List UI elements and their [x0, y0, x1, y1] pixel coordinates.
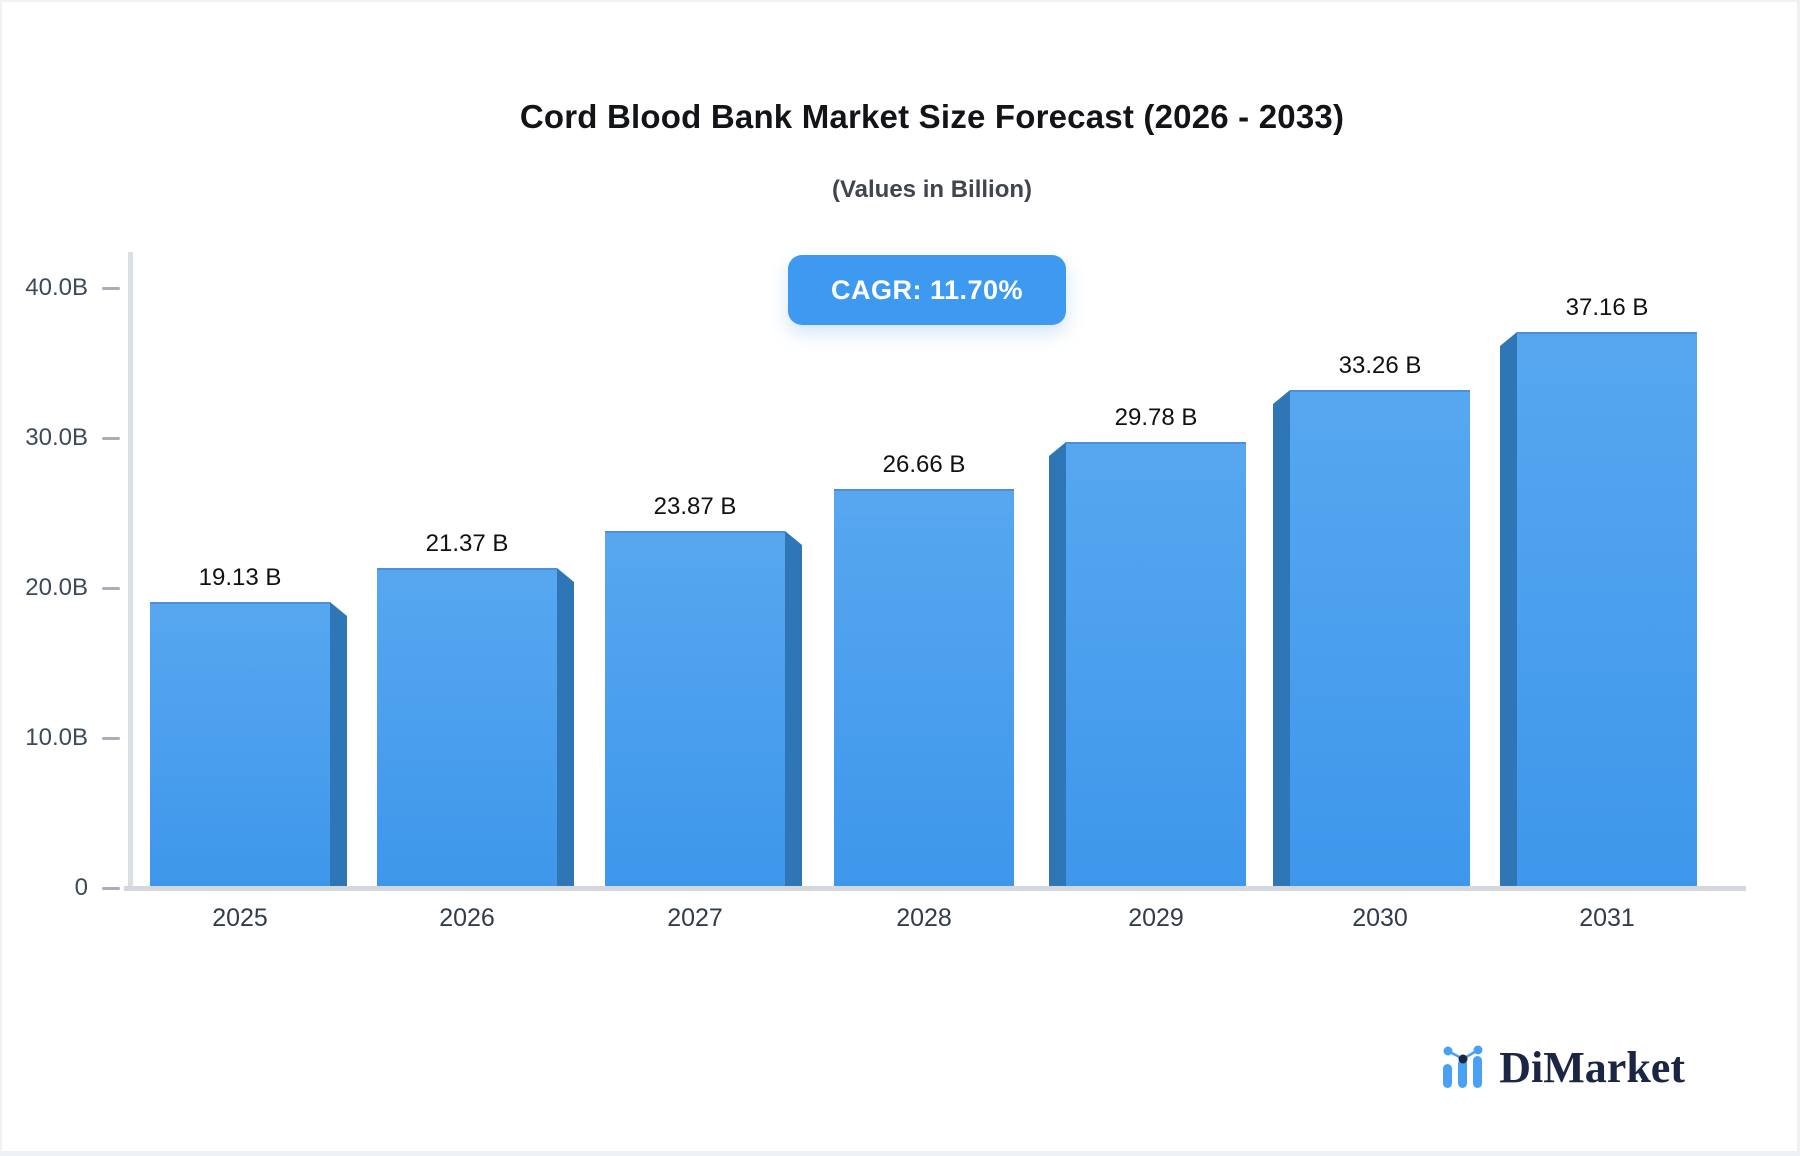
y-axis-tick [102, 737, 120, 740]
bar[interactable] [605, 531, 785, 886]
y-axis-tick [102, 437, 120, 440]
bar[interactable] [1517, 332, 1697, 886]
y-axis-tick-label: 30.0B [25, 424, 88, 451]
x-axis-label: 2026 [439, 904, 495, 932]
y-axis-tick-label: 40.0B [25, 274, 88, 301]
bar-3d-side [1273, 390, 1290, 886]
bar-value-label: 19.13 B [198, 564, 282, 591]
bar-3d-side [1500, 332, 1517, 886]
x-axis-label: 2030 [1352, 904, 1408, 932]
x-axis-baseline [124, 886, 1746, 891]
dimarket-logo[interactable]: DiMarket [1441, 1044, 1685, 1090]
bar-value-label: 23.87 B [653, 493, 737, 520]
bar-3d-side [785, 531, 802, 886]
y-axis-line [128, 252, 133, 891]
bar-value-label: 26.66 B [882, 451, 966, 478]
bar-3d-side [330, 602, 347, 886]
bar-line-chart-icon [1443, 1045, 1483, 1088]
x-axis-label: 2029 [1128, 904, 1184, 932]
bar-3d-side [557, 568, 574, 886]
y-axis-tick-label: 0 [74, 874, 88, 901]
bar-value-label: 33.26 B [1338, 352, 1422, 379]
y-axis-tick [102, 587, 120, 590]
cagr-badge: CAGR: 11.70% [788, 255, 1066, 325]
bar[interactable] [377, 568, 557, 886]
logo-text: DiMarket [1499, 1043, 1685, 1092]
cagr-badge-label: CAGR: 11.70% [830, 274, 1024, 305]
chart-title: Cord Blood Bank Market Size Forecast (20… [519, 98, 1345, 135]
x-axis-label: 2031 [1579, 904, 1635, 932]
bar-value-label: 21.37 B [425, 530, 509, 557]
bar-value-label: 37.16 B [1565, 294, 1649, 321]
x-axis-label: 2025 [212, 904, 268, 932]
bar[interactable] [150, 602, 330, 886]
bar-3d-side [1049, 442, 1066, 886]
bar[interactable] [1290, 390, 1470, 886]
bar[interactable] [834, 489, 1014, 886]
x-axis-label: 2028 [896, 904, 952, 932]
bar[interactable] [1066, 442, 1246, 886]
y-axis-tick-label: 20.0B [25, 574, 88, 601]
chart-subtitle: (Values in Billion) [831, 176, 1033, 203]
y-axis-tick [102, 287, 120, 290]
x-axis-label: 2027 [667, 904, 723, 932]
bar-value-label: 29.78 B [1114, 404, 1198, 431]
y-axis-tick-label: 10.0B [25, 724, 88, 751]
y-axis-tick [102, 887, 120, 890]
